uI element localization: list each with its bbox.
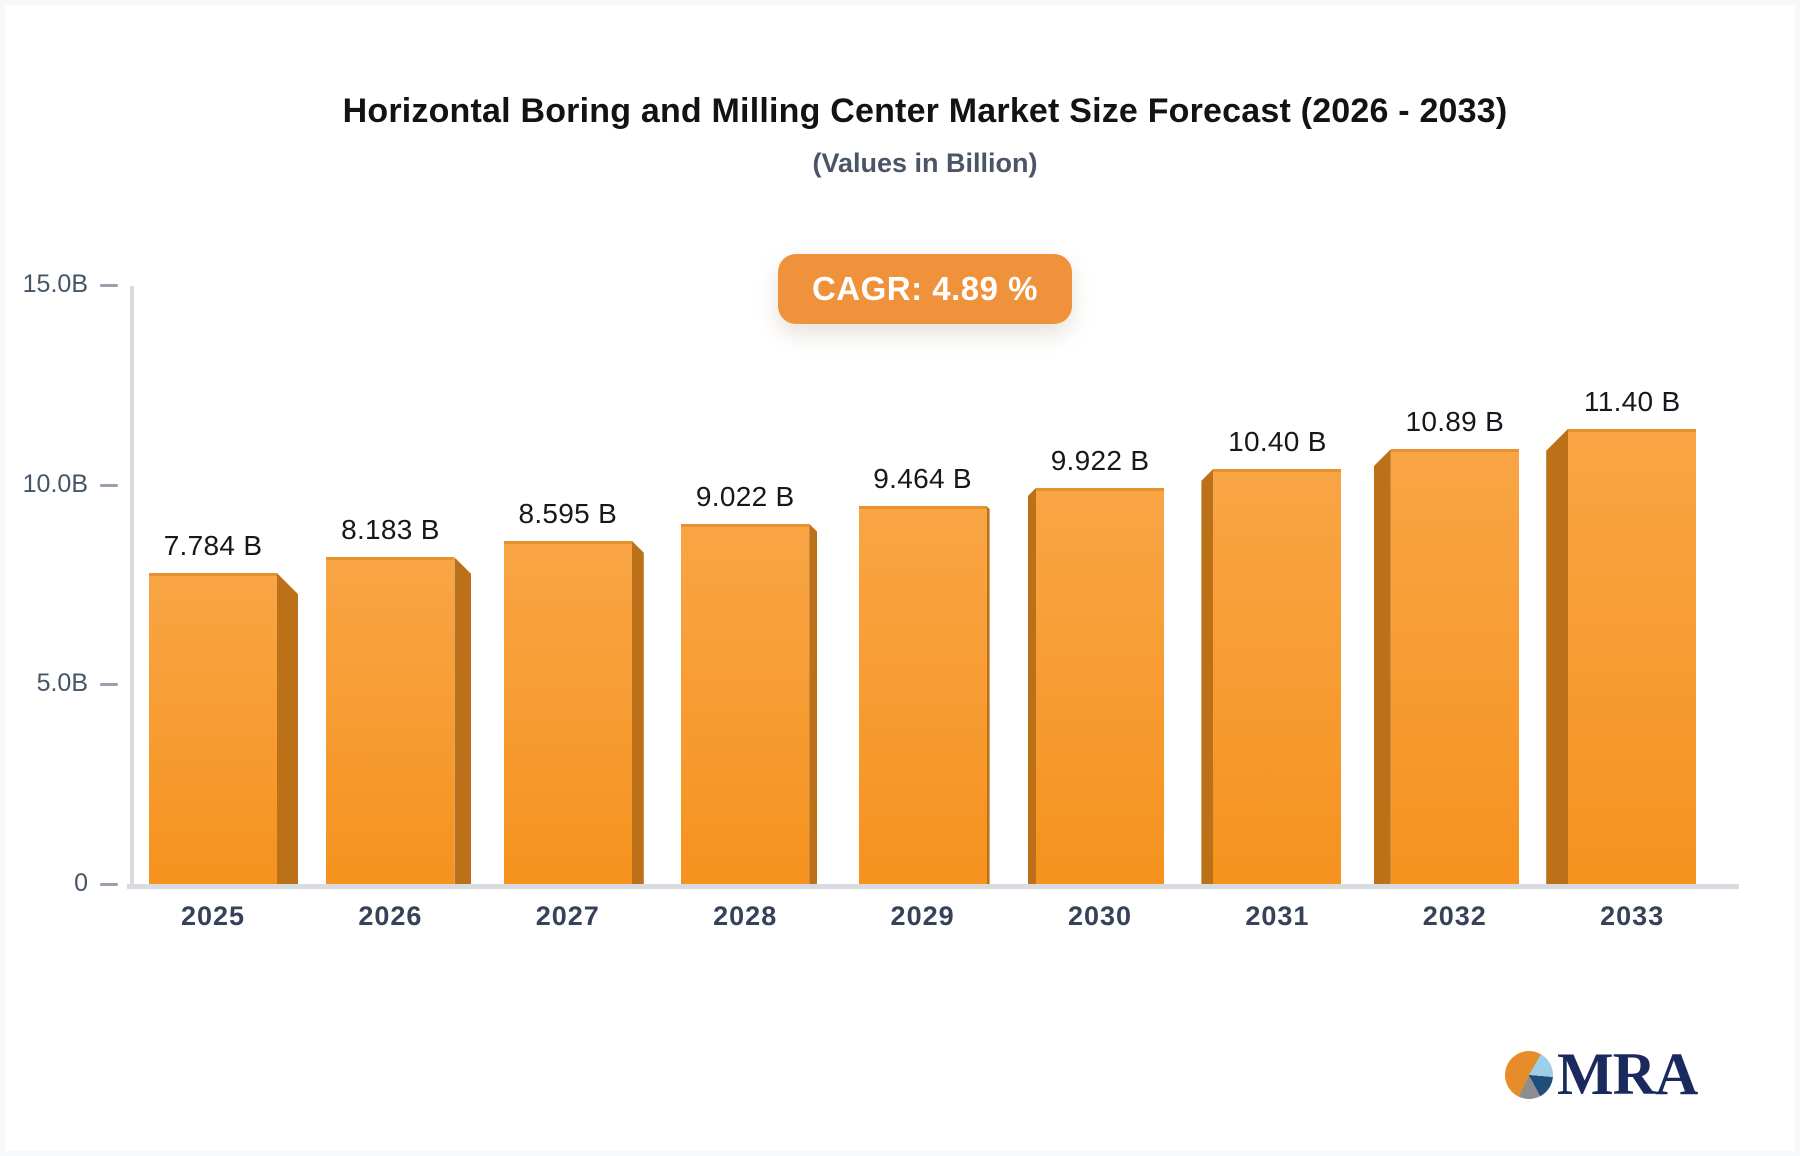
bar-side-2026 — [454, 557, 472, 884]
y-tick-mark — [100, 284, 118, 288]
x-axis-label-2033: 2033 — [1600, 901, 1665, 931]
bar-2029 — [858, 506, 987, 884]
brand-logo-text: MRA — [1557, 1041, 1698, 1107]
bar-side-2032 — [1373, 449, 1391, 884]
chart-title: Horizontal Boring and Milling Center Mar… — [342, 92, 1508, 130]
y-tick-label-15.0B: 15.0B — [22, 270, 88, 299]
x-axis-label-2029: 2029 — [890, 901, 955, 931]
bar-side-2025 — [277, 573, 298, 884]
bar-value-label-2030: 9.922 B — [1050, 444, 1150, 476]
x-axis-label-2028: 2028 — [713, 901, 778, 931]
bar-2027 — [503, 540, 632, 884]
y-tick-label-10.0B: 10.0B — [22, 469, 88, 498]
bar-value-label-2027: 8.595 B — [518, 497, 618, 529]
bar-value-label-2028: 9.022 B — [695, 480, 795, 512]
bar-2028 — [681, 523, 810, 884]
chart-subtitle: (Values in Billion) — [812, 148, 1038, 178]
x-axis-label-2031: 2031 — [1245, 901, 1310, 931]
bar-2026 — [326, 557, 455, 884]
pie-chart-logo-icon — [1505, 1050, 1553, 1099]
bar-side-2033 — [1546, 428, 1569, 884]
bar-2025 — [149, 573, 277, 884]
brand-logo: MRA — [1505, 1040, 1698, 1109]
bar-value-label-2026: 8.183 B — [341, 514, 440, 546]
y-tick-mark — [100, 683, 118, 687]
cagr-badge-row: CAGR: 4.89 % — [50, 254, 1800, 324]
bar-value-label-2029: 9.464 B — [873, 463, 972, 495]
bar-value-label-2032: 10.89 B — [1405, 406, 1505, 438]
cagr-badge: CAGR: 4.89 % — [777, 254, 1073, 324]
x-axis-label-2030: 2030 — [1067, 901, 1133, 931]
bar-side-2031 — [1201, 468, 1214, 884]
bar-2030 — [1036, 487, 1164, 884]
bar-2031 — [1213, 468, 1342, 884]
bar-value-label-2033: 11.40 B — [1583, 385, 1681, 417]
bar-value-label-2025: 7.784 B — [163, 530, 263, 562]
y-tick-label-0: 0 — [74, 869, 88, 897]
x-axis-label-2026: 2026 — [358, 901, 423, 931]
bar-side-2027 — [631, 540, 644, 884]
x-axis-label-2027: 2027 — [535, 901, 600, 931]
bar-side-2028 — [809, 523, 818, 884]
y-tick-mark — [100, 483, 118, 487]
bar-side-2029 — [986, 506, 990, 884]
x-axis-label-2032: 2032 — [1422, 901, 1487, 931]
y-axis-line — [130, 286, 134, 889]
y-tick-label-5.0B: 5.0B — [36, 669, 88, 698]
bar-value-label-2031: 10.40 B — [1228, 425, 1327, 457]
bar-2033 — [1568, 428, 1697, 884]
y-tick-mark — [100, 883, 118, 886]
bar-side-2030 — [1028, 487, 1036, 884]
bar-2032 — [1390, 449, 1519, 884]
x-axis-label-2025: 2025 — [180, 901, 246, 931]
x-axis-line — [127, 884, 1739, 889]
